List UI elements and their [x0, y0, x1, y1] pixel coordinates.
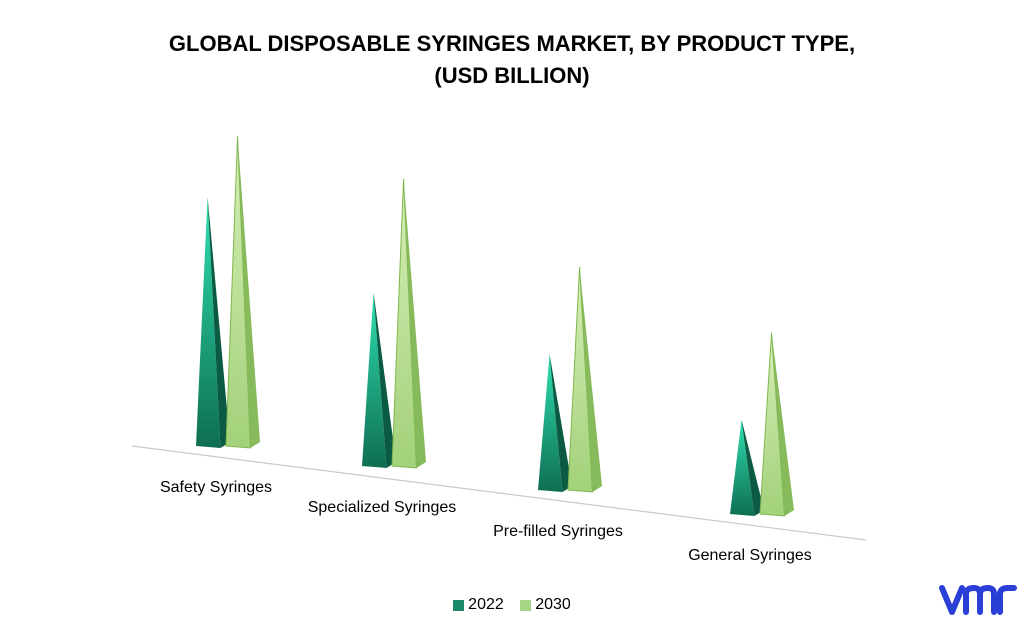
bar-2030-safety-syringes [225, 136, 260, 449]
chart-title: GLOBAL DISPOSABLE SYRINGES MARKET, BY PR… [168, 31, 856, 56]
category-label-pre-filled-syringes: Pre-filled Syringes [493, 523, 623, 540]
category-label-general-syringes: General Syringes [688, 547, 812, 564]
bar-2030-pre-filled-syringes [567, 267, 602, 493]
bar-front-face [196, 196, 221, 448]
legend-item-2030: 2030 [520, 596, 571, 614]
bar-front-face [225, 136, 252, 449]
bar-2022-safety-syringes [196, 196, 230, 448]
chart-title-block: GLOBAL DISPOSABLE SYRINGES MARKET, BY PR… [0, 28, 1024, 92]
bar-side-face [579, 267, 602, 492]
chart-floor-line [131, 445, 867, 541]
bar-front-face [362, 292, 387, 468]
bar-side-face [373, 292, 396, 468]
bar-2022-general-syringes [730, 419, 764, 516]
legend-swatch-2022 [453, 599, 465, 611]
bar-front-face [538, 354, 563, 492]
bar-side-face [207, 196, 230, 448]
bar-2030-specialized-syringes [391, 178, 426, 469]
legend-swatch-2030 [520, 599, 532, 611]
bar-side-face [741, 419, 764, 516]
category-label-specialized-syringes: Specialized Syringes [308, 499, 457, 516]
legend-label-2022: 2022 [468, 596, 504, 613]
legend-label-2030: 2030 [535, 596, 571, 613]
bar-2022-specialized-syringes [362, 292, 396, 468]
bar-front-face [730, 419, 755, 516]
category-label-safety-syringes: Safety Syringes [160, 479, 272, 496]
bar-side-face [771, 332, 794, 516]
bar-2022-pre-filled-syringes [538, 354, 572, 492]
vmr-logo-icon [939, 585, 1017, 615]
chart-subtitle: (USD BILLION) [434, 63, 590, 88]
bar-side-face [549, 354, 572, 492]
bar-side-face [403, 178, 426, 468]
bar-2030-general-syringes [759, 332, 794, 517]
chart-legend: 2022 2030 [0, 596, 1024, 616]
bar-side-face [237, 136, 260, 448]
legend-item-2022: 2022 [453, 596, 504, 614]
